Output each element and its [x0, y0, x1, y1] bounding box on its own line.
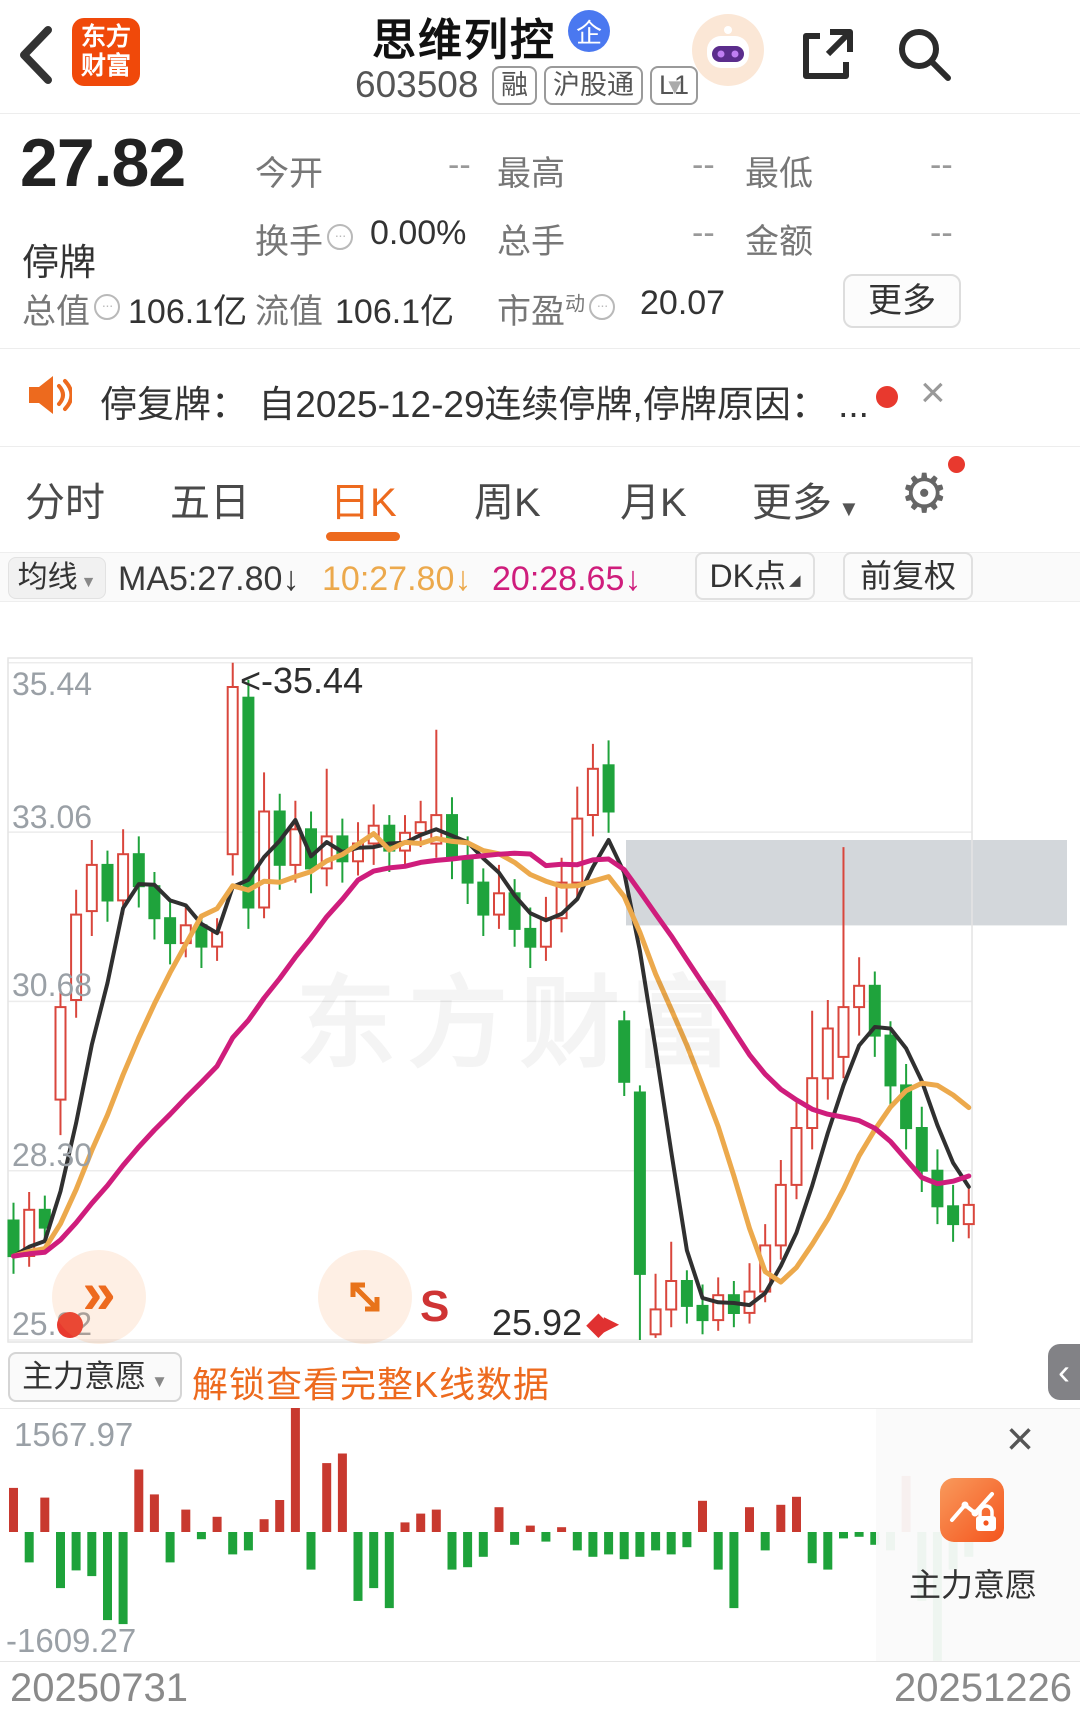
trading-status: 停牌 — [22, 242, 96, 283]
logo-line1: 东方 — [80, 23, 131, 52]
volume-value: -- — [692, 214, 715, 252]
axis-label: 35.44 — [12, 666, 93, 702]
gear-icon[interactable]: ⚙ — [900, 464, 949, 524]
collapse-handle[interactable]: ‹ — [1048, 1344, 1080, 1400]
locked-panel-label: 主力意愿 — [908, 1567, 1037, 1603]
stock-code: 603508 — [355, 64, 479, 105]
diamond-icon: ◆ — [586, 1305, 611, 1341]
low-annotation: 25.92 ◆ ▶ — [492, 1302, 620, 1343]
pe-sup: 动 — [565, 293, 585, 316]
ma5-legend: MA5:27.80↓ — [118, 560, 300, 598]
tab-5day[interactable]: 五日 — [170, 481, 250, 525]
tab-minute[interactable]: 分时 — [25, 481, 105, 525]
page-title: 思维列控 — [372, 16, 556, 65]
fcap-label: 流值 — [255, 293, 323, 331]
open-value: -- — [448, 146, 471, 184]
sell-marker: S — [420, 1282, 450, 1331]
main-force-locked-button[interactable] — [940, 1478, 1004, 1542]
announcement-text[interactable]: 停复牌： 自2025-12-29连续停牌,停牌原因： ... — [100, 384, 869, 425]
subchart-close-icon[interactable]: × — [1006, 1413, 1035, 1466]
active-tab-underline — [326, 532, 400, 541]
mcap-label: 总值 ··· — [22, 284, 124, 333]
subchart-max-label: 1567.97 — [14, 1416, 134, 1453]
gear-red-dot — [948, 456, 965, 473]
low-value: -- — [930, 146, 953, 184]
high-label: 最高 — [497, 155, 565, 193]
unlock-link[interactable]: 解锁查看完整K线数据 — [192, 1364, 551, 1405]
robot-icon — [692, 14, 764, 86]
high-value: -- — [692, 146, 715, 184]
notice-red-dot — [876, 386, 898, 408]
ma10-legend: 10:27.80↓ — [322, 560, 472, 598]
assistant-avatar[interactable] — [692, 14, 764, 86]
caret-down-icon: ▼ — [80, 574, 97, 591]
axis-label: 28.30 — [12, 1137, 93, 1173]
locked-chart-icon — [940, 1478, 1004, 1542]
kline-chart[interactable] — [0, 600, 1080, 1348]
tab-daily-k[interactable]: 日K — [330, 481, 397, 525]
double-chevron-right-icon: » — [82, 1258, 116, 1326]
tab-monthly-k[interactable]: 月K — [620, 481, 687, 525]
share-button[interactable] — [798, 26, 856, 84]
date-start: 20250731 — [10, 1666, 188, 1710]
corner-icon: ◢ — [788, 572, 801, 589]
mcap-value: 106.1亿 — [128, 293, 248, 331]
ma20-legend: 20:28.65↓ — [492, 560, 642, 598]
pe-label: 市盈动 ··· — [497, 284, 619, 333]
caret-down-icon: ▼ — [838, 496, 860, 521]
ma-settings-button[interactable]: 均线 ▼ — [8, 557, 106, 599]
more-button[interactable]: 更多 — [843, 274, 961, 328]
search-button[interactable] — [894, 24, 954, 84]
expand-arrows-icon — [350, 1282, 380, 1312]
title-caret-icon[interactable]: ▼ — [664, 74, 686, 99]
fast-forward-button[interactable]: » — [52, 1250, 146, 1344]
back-chevron-icon — [20, 26, 52, 84]
high-annotation: <-35.44 — [240, 660, 364, 701]
tab-weekly-k[interactable]: 周K — [474, 481, 541, 525]
tag-level: L1 — [650, 66, 699, 105]
low-label: 最低 — [745, 155, 813, 193]
last-price: 27.82 — [20, 125, 186, 201]
signal-red-dot — [57, 1312, 83, 1338]
dk-point-button[interactable]: DK点 ◢ — [695, 552, 815, 600]
search-icon — [899, 29, 951, 81]
arrow-right-icon: ▶ — [603, 1312, 620, 1335]
volume-label: 总手 — [497, 223, 565, 261]
amount-value: -- — [930, 214, 953, 252]
logo-line2: 财富 — [80, 52, 131, 80]
stock-tags: 融沪股通 L1 — [492, 66, 705, 105]
tag-hugutong: 沪股通 — [544, 66, 643, 105]
turnover-value: 0.00% — [370, 214, 467, 252]
open-label: 今开 — [255, 155, 323, 193]
pe-value: 20.07 — [640, 284, 726, 322]
amount-label: 金额 — [745, 223, 813, 261]
tab-more[interactable]: 更多 ▼ — [752, 481, 860, 525]
axis-label: 30.68 — [12, 967, 93, 1003]
date-end: 20251226 — [894, 1666, 1072, 1710]
eastmoney-logo[interactable]: 东方 财富 — [72, 18, 140, 86]
fcap-value: 106.1亿 — [335, 293, 455, 331]
main-force-dropdown[interactable]: 主力意愿 ▼ — [8, 1352, 182, 1402]
expand-chart-button[interactable] — [318, 1250, 412, 1344]
turnover-label: 换手 ··· — [255, 214, 357, 263]
speaker-icon — [29, 376, 72, 414]
tag-margin: 融 — [492, 66, 537, 105]
caret-down-icon: ▼ — [151, 1372, 168, 1391]
info-icon[interactable]: ··· — [327, 224, 353, 250]
chevron-left-icon: ‹ — [1058, 1351, 1070, 1392]
announcement-bar[interactable] — [26, 372, 72, 418]
info-icon[interactable]: ··· — [94, 294, 120, 320]
info-icon[interactable]: ··· — [589, 294, 615, 320]
share-icon — [803, 29, 853, 79]
axis-label: 33.06 — [12, 799, 93, 835]
back-button[interactable] — [14, 24, 58, 86]
subchart-min-label: -1609.27 — [6, 1622, 137, 1659]
notice-close-icon[interactable]: × — [920, 368, 946, 417]
forward-adjusted-button[interactable]: 前复权 — [843, 552, 973, 600]
enterprise-badge: 企 — [568, 10, 610, 52]
